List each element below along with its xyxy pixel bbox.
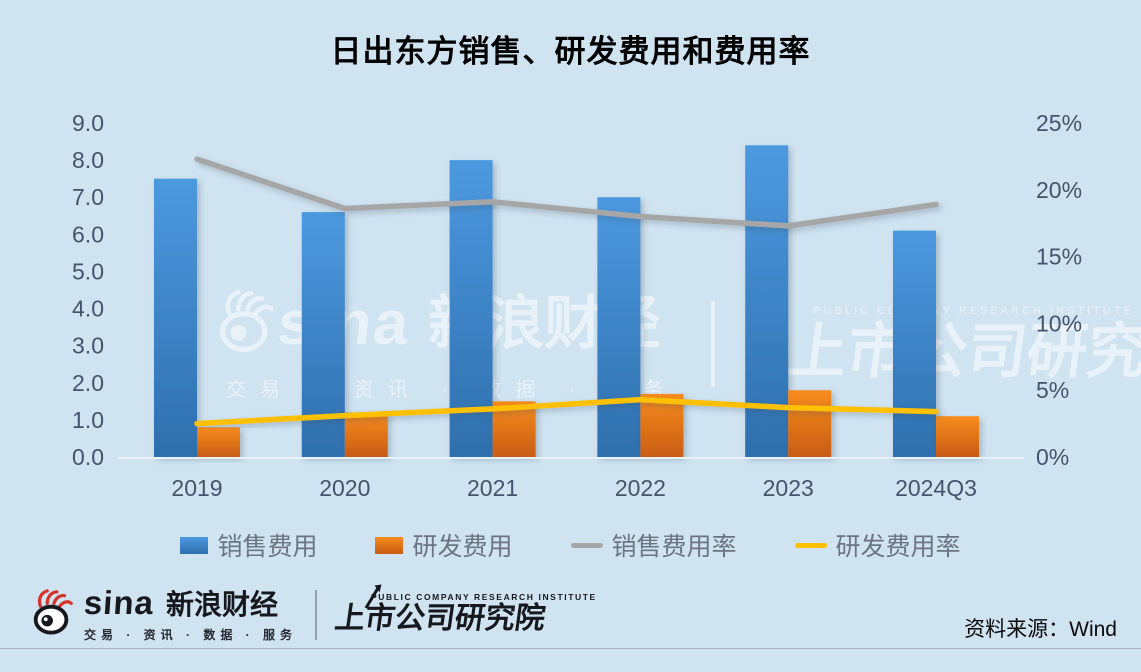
watermark-divider (711, 301, 716, 387)
growth-arrow-icon (739, 321, 788, 383)
x-axis-label-2024Q3: 2024Q3 (895, 475, 977, 501)
rd-expense-bar-2019 (197, 427, 240, 457)
legend-label-sales-expense: 销售费用 (217, 533, 318, 561)
rd-expense-bar-2021 (492, 401, 536, 457)
legend-swatch-rd-expense-ratio (794, 542, 827, 548)
footer-sina-brand: 新浪财经 (166, 589, 279, 620)
growth-arrow-icon (361, 584, 383, 615)
watermark-institute-block: PUBLIC COMPANY RESEARCH INSTITUTE 上市公司研究… (743, 305, 1141, 385)
rd-expense-bar-2020 (344, 412, 388, 457)
left-axis-tick-3.0: 3.0 (72, 333, 104, 359)
footer-sina-wordmark: sina (82, 584, 156, 621)
legend-label-rd-expense-ratio: 研发费用率 (835, 533, 961, 561)
x-axis-label-2019: 2019 (171, 475, 222, 501)
left-axis-tick-4.0: 4.0 (72, 296, 104, 322)
left-axis-tick-6.0: 6.0 (72, 221, 104, 247)
footer-institute-block: PUBLIC COMPANY RESEARCH INSTITUTE 上市公司研究… (333, 584, 597, 637)
sales-expense-bar-2019 (154, 178, 197, 457)
legend-label-rd-expense: 研发费用 (412, 533, 513, 561)
legend-item-sales-expense: 销售费用 (180, 527, 317, 563)
rd-expense-bar-2022 (640, 393, 684, 457)
sales-expense-ratio-line (194, 156, 939, 229)
legend-swatch-rd-expense (375, 536, 404, 554)
watermark-sina-brand: 新浪财经 (428, 290, 661, 356)
watermark-sina-block: sina 新浪财经 交易 · 资讯 · 数据 · 服务 (212, 286, 677, 402)
rd-expense-ratio-line (194, 396, 939, 427)
x-axis-label-2022: 2022 (615, 475, 666, 501)
right-axis-tick-20%: 20% (1036, 177, 1082, 203)
left-axis-tick-5.0: 5.0 (72, 258, 104, 284)
chart-legend: 销售费用 研发费用 销售费用率 研发费用率 (0, 527, 1141, 563)
watermark-sina-tagline: 交易 · 资讯 · 数据 · 服务 (226, 379, 678, 401)
x-axis-label-2020: 2020 (319, 475, 370, 501)
x-axis-label-2023: 2023 (763, 475, 814, 501)
legend-item-rd-expense-ratio: 研发费用率 (794, 527, 961, 563)
legend-label-sales-expense-ratio: 销售费用率 (611, 533, 737, 561)
left-axis-tick-7.0: 7.0 (72, 184, 104, 210)
footer-institute-en: PUBLIC COMPANY RESEARCH INSTITUTE (371, 592, 597, 603)
left-axis-tick-2.0: 2.0 (72, 370, 104, 396)
sina-eye-icon (212, 286, 278, 361)
legend-item-sales-expense-ratio: 销售费用率 (570, 527, 737, 563)
left-axis-tick-9.0: 9.0 (72, 110, 104, 136)
left-axis-tick-0.0: 0.0 (72, 444, 104, 470)
footer-branding: sina 新浪财经 交易 · 资讯 · 数据 · 服务 PUBLIC COMPA… (28, 584, 597, 643)
x-axis-label-2021: 2021 (467, 475, 518, 501)
legend-swatch-sales-expense-ratio (570, 542, 603, 548)
watermark-institute-en: PUBLIC COMPANY RESEARCH INSTITUTE (813, 305, 1134, 317)
footer-divider (315, 589, 317, 640)
right-axis-tick-0%: 0% (1036, 444, 1069, 470)
footer-divider-line (0, 648, 1141, 649)
chart-title: 日出东方销售、研发费用和费用率 (330, 34, 811, 69)
combo-chart: 0.0 1.0 2.0 3.0 4.0 5.0 6.0 7.0 8.0 9.0 0% 5% 10% 15%… (72, 110, 1082, 501)
watermark-institute-name: 上市公司研究院 (782, 318, 1141, 385)
legend-swatch-sales-expense (180, 536, 209, 554)
right-axis-tick-15%: 15% (1036, 244, 1082, 270)
footer-sina-tagline: 交易 · 资讯 · 数据 · 服务 (84, 628, 297, 642)
rd-expense-bar-2024Q3 (936, 416, 979, 457)
sina-eye-icon (28, 587, 76, 642)
left-axis-tick-8.0: 8.0 (72, 147, 104, 173)
left-axis-tick-1.0: 1.0 (72, 407, 104, 433)
watermark-sina-wordmark: sina (274, 288, 414, 358)
right-axis-tick-25%: 25% (1036, 110, 1082, 136)
watermark: sina 新浪财经 交易 · 资讯 · 数据 · 服务 PUBLIC COMPA… (212, 286, 1141, 402)
data-source-label: 资料来源：Wind (964, 618, 1117, 641)
legend-item-rd-expense: 研发费用 (375, 527, 513, 563)
